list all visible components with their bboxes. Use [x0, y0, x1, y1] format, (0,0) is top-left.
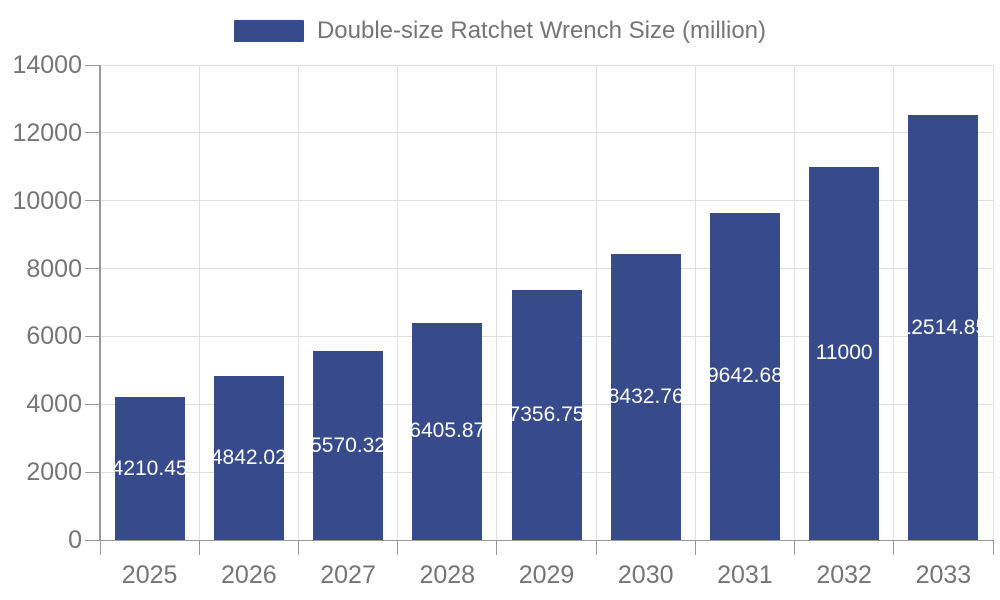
- bar[interactable]: [213, 375, 284, 540]
- x-axis-tick: [297, 540, 299, 555]
- x-axis-tick: [694, 540, 696, 555]
- gridline-horizontal: [100, 64, 993, 66]
- x-axis-tick: [397, 540, 399, 555]
- bar[interactable]: [114, 397, 185, 540]
- y-axis-line: [99, 65, 101, 540]
- x-axis-category-label: 2026: [221, 561, 277, 589]
- bar[interactable]: [809, 166, 880, 540]
- x-axis-category-label: 2030: [617, 561, 674, 589]
- y-axis-tick: [85, 64, 100, 66]
- gridline-vertical: [198, 65, 200, 540]
- bar[interactable]: [610, 253, 681, 540]
- y-axis-tick: [85, 200, 100, 202]
- bar[interactable]: [313, 351, 384, 540]
- gridline-vertical: [794, 65, 796, 540]
- y-axis-tick: [85, 335, 100, 337]
- y-axis-tick-label: 4000: [26, 390, 82, 419]
- x-axis-tick: [496, 540, 498, 555]
- y-axis-tick-label: 6000: [26, 322, 82, 351]
- gridline-vertical: [297, 65, 299, 540]
- y-axis-tick: [85, 403, 100, 405]
- y-axis-tick-label: 14000: [12, 51, 82, 79]
- bar[interactable]: [511, 290, 582, 540]
- gridline-vertical: [992, 65, 994, 540]
- y-axis-tick-label: 2000: [26, 458, 82, 487]
- legend-label: Double-size Ratchet Wrench Size (million…: [316, 17, 767, 44]
- y-axis-tick: [85, 471, 100, 473]
- x-axis-category-label: 2031: [717, 561, 773, 589]
- x-axis-category-label: 2029: [518, 561, 575, 589]
- y-axis-tick-label: 12000: [12, 118, 82, 147]
- gridline-vertical: [496, 65, 498, 540]
- gridline-horizontal: [100, 268, 993, 270]
- x-axis-tick: [794, 540, 796, 555]
- x-axis-tick: [198, 540, 200, 555]
- x-axis-line: [100, 539, 993, 541]
- x-axis-tick: [595, 540, 597, 555]
- bar[interactable]: [908, 115, 979, 540]
- x-axis-category-label: 2028: [419, 561, 476, 589]
- gridline-horizontal: [100, 132, 993, 134]
- y-axis-tick-label: 0: [68, 526, 82, 554]
- gridline-horizontal: [100, 200, 993, 202]
- gridline-vertical: [595, 65, 597, 540]
- y-axis-tick: [85, 268, 100, 270]
- gridline-vertical: [397, 65, 399, 540]
- x-axis-category-label: 2027: [320, 561, 376, 589]
- x-axis-tick: [992, 540, 994, 555]
- legend[interactable]: Double-size Ratchet Wrench Size (million…: [0, 17, 1000, 45]
- gridline-vertical: [694, 65, 696, 540]
- bar[interactable]: [412, 322, 483, 540]
- y-axis-tick: [85, 539, 100, 541]
- x-axis-category-label: 2033: [915, 561, 972, 589]
- y-axis-tick-label: 10000: [12, 186, 82, 215]
- y-axis-tick: [85, 132, 100, 134]
- gridline-vertical: [893, 65, 895, 540]
- x-axis-tick: [893, 540, 895, 555]
- x-axis-tick: [99, 540, 101, 555]
- x-axis-category-label: 2032: [816, 561, 872, 589]
- bar[interactable]: [709, 212, 780, 540]
- y-axis-tick-label: 8000: [26, 254, 82, 283]
- x-axis-category-label: 2025: [121, 561, 178, 589]
- legend-swatch-icon: [233, 20, 304, 42]
